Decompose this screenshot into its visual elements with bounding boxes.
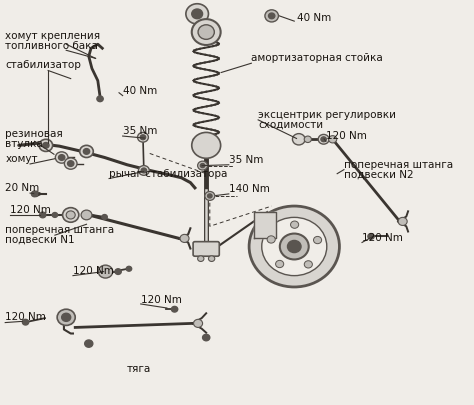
Circle shape: [64, 158, 77, 170]
Circle shape: [291, 222, 299, 229]
Text: 140 Nm: 140 Nm: [229, 183, 270, 194]
Circle shape: [85, 340, 93, 347]
Circle shape: [141, 168, 146, 173]
Circle shape: [398, 218, 407, 226]
Circle shape: [265, 11, 278, 23]
Circle shape: [138, 166, 149, 176]
Circle shape: [201, 164, 205, 168]
Text: эксцентрик регулировки: эксцентрик регулировки: [258, 109, 396, 119]
Circle shape: [202, 335, 210, 341]
Circle shape: [205, 192, 215, 201]
Text: стабилизатор: стабилизатор: [5, 60, 81, 70]
Circle shape: [57, 309, 75, 326]
Circle shape: [368, 234, 374, 240]
Circle shape: [321, 138, 326, 143]
Circle shape: [58, 155, 65, 161]
Polygon shape: [254, 213, 276, 239]
FancyBboxPatch shape: [193, 242, 219, 257]
Circle shape: [102, 215, 107, 220]
Text: поперечная штанга: поперечная штанга: [344, 160, 453, 169]
Circle shape: [22, 320, 29, 325]
Circle shape: [209, 256, 215, 262]
Text: амортизаторная стойка: амортизаторная стойка: [251, 53, 383, 63]
Text: резиновая: резиновая: [5, 129, 63, 139]
Circle shape: [67, 161, 74, 167]
Circle shape: [63, 208, 79, 223]
Circle shape: [39, 213, 46, 218]
Circle shape: [83, 149, 90, 155]
Text: 35 Nm: 35 Nm: [123, 126, 157, 136]
Circle shape: [43, 143, 49, 149]
Text: подвески N1: подвески N1: [5, 234, 75, 245]
Circle shape: [198, 256, 204, 262]
Circle shape: [249, 207, 339, 287]
Circle shape: [292, 134, 305, 145]
Text: хомут крепления: хомут крепления: [5, 31, 100, 41]
Text: 120 Nm: 120 Nm: [141, 294, 182, 304]
Circle shape: [180, 235, 189, 243]
Circle shape: [208, 194, 212, 198]
Circle shape: [55, 152, 68, 164]
Circle shape: [262, 218, 327, 276]
Text: подвески N2: подвески N2: [344, 169, 414, 179]
Circle shape: [198, 162, 208, 171]
Text: рычаг стабилизатора: рычаг стабилизатора: [109, 168, 228, 178]
Text: 35 Nm: 35 Nm: [229, 155, 263, 164]
Circle shape: [304, 137, 311, 143]
Circle shape: [275, 261, 284, 268]
Circle shape: [192, 10, 202, 20]
Text: 120 Nm: 120 Nm: [326, 131, 367, 141]
Circle shape: [304, 261, 312, 269]
Circle shape: [313, 237, 322, 244]
Circle shape: [81, 211, 92, 220]
Circle shape: [288, 241, 301, 253]
Circle shape: [80, 146, 93, 158]
Text: 40 Nm: 40 Nm: [297, 13, 331, 23]
Text: сходимости: сходимости: [258, 119, 323, 129]
Circle shape: [198, 26, 214, 40]
Circle shape: [267, 236, 275, 243]
Text: 20 Nm: 20 Nm: [5, 183, 39, 193]
Circle shape: [192, 20, 221, 46]
Circle shape: [97, 97, 103, 102]
Circle shape: [66, 211, 75, 220]
Circle shape: [98, 265, 113, 278]
Circle shape: [62, 313, 71, 322]
Circle shape: [186, 5, 209, 25]
Circle shape: [192, 133, 221, 159]
Circle shape: [318, 135, 329, 145]
Circle shape: [269, 14, 275, 20]
Text: втулка: втулка: [5, 139, 43, 148]
Text: тяга: тяга: [127, 363, 151, 373]
Text: 120 Nm: 120 Nm: [10, 205, 51, 215]
Circle shape: [126, 266, 132, 271]
Text: 120 Nm: 120 Nm: [362, 232, 403, 242]
Circle shape: [137, 133, 148, 143]
Circle shape: [140, 136, 146, 141]
Circle shape: [31, 192, 38, 197]
Text: 120 Nm: 120 Nm: [73, 265, 114, 275]
Text: поперечная штанга: поперечная штанга: [5, 225, 114, 235]
Circle shape: [280, 234, 309, 260]
Circle shape: [193, 320, 202, 328]
Circle shape: [115, 269, 121, 275]
Circle shape: [328, 136, 337, 143]
Circle shape: [172, 307, 178, 312]
Text: 40 Nm: 40 Nm: [123, 85, 157, 96]
Text: 120 Nm: 120 Nm: [5, 311, 46, 322]
Text: топливного бака: топливного бака: [5, 41, 98, 51]
Circle shape: [52, 213, 58, 218]
Circle shape: [39, 140, 53, 152]
Text: хомут: хомут: [5, 154, 38, 164]
